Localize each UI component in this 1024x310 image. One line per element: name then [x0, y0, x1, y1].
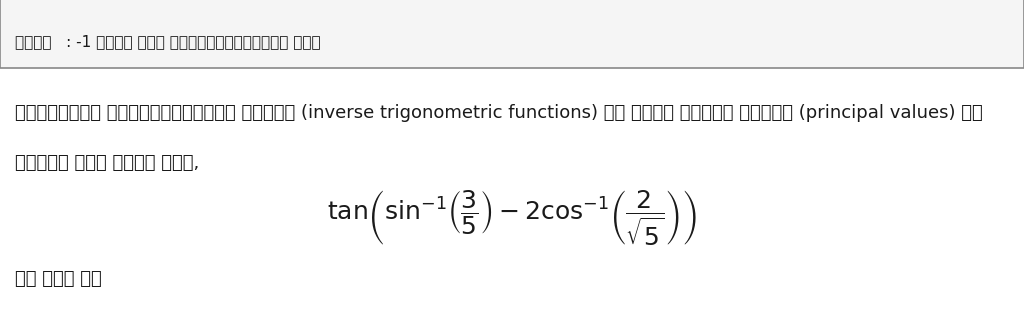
Text: $\tan\!\left(\sin^{-1}\!\left(\dfrac{3}{5}\right)-2\cos^{-1}\!\left(\dfrac{2}{\s: $\tan\!\left(\sin^{-1}\!\left(\dfrac{3}{… [328, 189, 696, 248]
Text: ध्यान में रखते हुए,: ध्यान में रखते हुए, [15, 154, 200, 172]
Text: का मान है: का मान है [15, 270, 102, 288]
Text: कांक   : -1 अन्य सभी पारिस्थितियों में: कांक : -1 अन्य सभी पारिस्थितियों में [15, 34, 321, 49]
Text: प्रतिलोम त्रिकोणमितीय फलनों (inverse trigonometric functions) के केवल मुख्य मानो: प्रतिलोम त्रिकोणमितीय फलनों (inverse tri… [15, 104, 983, 122]
Bar [0, 0, 1024, 68]
